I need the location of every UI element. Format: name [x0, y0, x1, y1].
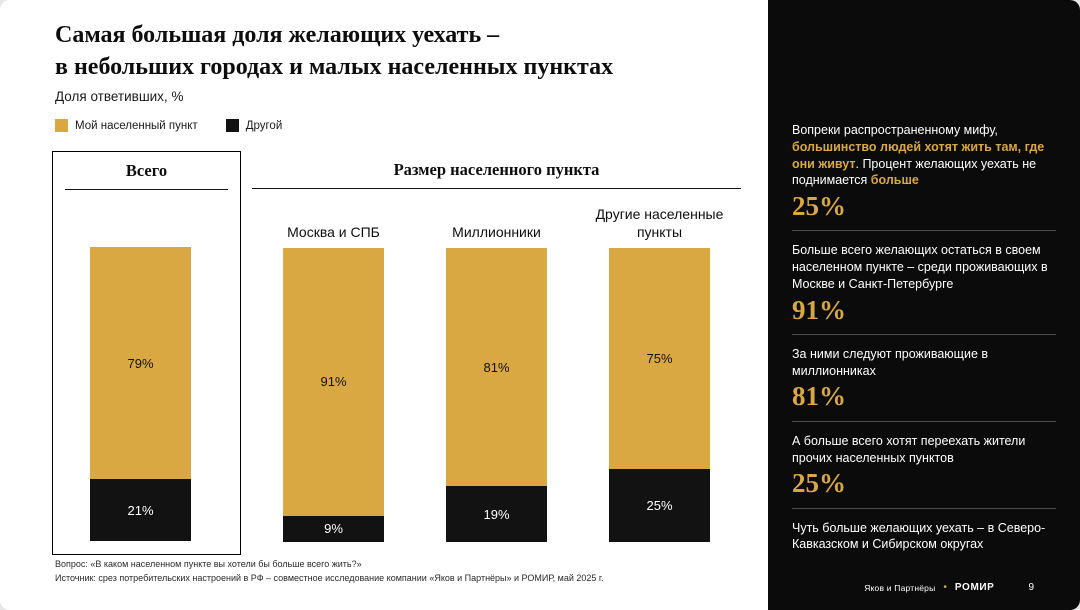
bar-millionniki-segment-other: 19% — [446, 486, 547, 542]
legend-swatch-gold-icon — [55, 119, 68, 132]
bar-other-settlements: 75% 25% — [609, 248, 710, 542]
brand-romir: РОМИР — [954, 582, 995, 593]
insight-text-5: Чуть больше желающих уехать – в Северо-К… — [792, 520, 1046, 552]
bar-group-millionniki: Миллионники 81% 19% — [415, 189, 578, 542]
title-line-1: Самая большая доля желающих уехать – — [55, 22, 500, 48]
insight-value-4: 25% — [792, 468, 846, 499]
chart-legend: Мой населенный пункт Другой — [55, 119, 282, 132]
insight-text-1: Вопреки распространенному мифу, большинс… — [792, 122, 1056, 189]
insight-1-highlight-2: больше — [870, 173, 919, 188]
insight-text-4: А больше всего хотят переехать жители пр… — [792, 433, 1026, 465]
bar-total-segment-other: 21% — [90, 479, 191, 541]
insight-blocks: Вопреки распространенному мифу, большинс… — [792, 122, 1056, 563]
brand-yakov-partners: Яков и Партнёры — [864, 582, 936, 593]
bar-moscow-segment-own: 91% — [283, 248, 384, 516]
insight-1-plain-1: Вопреки распространенному мифу, — [792, 123, 998, 137]
bar-total: 79% 21% — [90, 247, 191, 541]
legend-label-own: Мой населенный пункт — [75, 119, 198, 132]
size-section: Размер населенного пункта Москва и СПБ 9… — [252, 151, 741, 542]
bars-row: Москва и СПБ 91% 9% Миллионники — [252, 189, 741, 542]
bar-millionniki-value-own: 81% — [483, 359, 510, 375]
size-section-rule — [252, 188, 741, 189]
total-section: Всего 79% 21% — [52, 151, 241, 555]
insight-block-1: Вопреки распространенному мифу, большинс… — [792, 122, 1056, 230]
insight-value-3: 81% — [792, 381, 846, 412]
insight-block-3: За ними следуют проживающие в миллионник… — [792, 333, 1056, 421]
brand-separator-icon: • — [943, 582, 947, 593]
bar-other-segment-other: 25% — [609, 468, 710, 542]
bar-group-moscow-spb: Москва и СПБ 91% 9% — [252, 189, 415, 542]
bar-group-other-settlements: Другие населенные пункты 75% 25% — [578, 189, 741, 542]
insight-text-3: За ними следуют проживающие в миллионник… — [792, 346, 989, 378]
insight-value-2: 91% — [792, 294, 846, 325]
bar-other-value-other: 25% — [646, 497, 673, 513]
insight-block-4: А больше всего хотят переехать жители пр… — [792, 420, 1056, 508]
bar-millionniki: 81% 19% — [446, 248, 547, 542]
bar-total-value-other: 21% — [127, 502, 154, 518]
title-line-2: в небольших городах и малых населенных п… — [55, 53, 614, 80]
footnote-question: Вопрос: «В каком населенном пункте вы хо… — [55, 559, 362, 569]
bar-moscow-value-own: 91% — [320, 374, 347, 390]
chart-panel: Самая большая доля желающих уехать – в н… — [52, 20, 741, 586]
bar-moscow-segment-other: 9% — [283, 515, 384, 542]
bar-millionniki-value-other: 19% — [483, 506, 510, 522]
total-section-title: Всего — [125, 161, 168, 180]
legend-item-other: Другой — [225, 119, 283, 132]
size-section-title: Размер населенного пункта — [393, 160, 600, 179]
footnote-source: Источник: срез потребительских настроени… — [55, 572, 604, 583]
category-label-moscow-spb: Москва и СПБ — [287, 223, 380, 240]
legend-swatch-black-icon — [225, 119, 239, 132]
legend-label-other: Другой — [245, 119, 283, 132]
footnotes: Вопрос: «В каком населенном пункте вы хо… — [55, 558, 604, 586]
bar-other-value-own: 75% — [646, 350, 673, 366]
bar-total-value-own: 79% — [127, 355, 154, 371]
category-label-other-settlements: Другие населенные пункты — [595, 205, 724, 240]
bar-moscow-value-other: 9% — [324, 521, 343, 537]
bar-millionniki-segment-own: 81% — [446, 248, 547, 487]
page-number: 9 — [1028, 582, 1034, 593]
slide-title: Самая большая доля желающих уехать – в н… — [55, 20, 613, 84]
category-label-millionniki: Миллионники — [452, 223, 541, 240]
bar-total-segment-own: 79% — [90, 247, 191, 480]
sidebar-footer: Яков и Партнёры • РОМИР 9 — [792, 582, 1034, 593]
slide-subtitle: Доля ответивших, % — [55, 89, 184, 104]
bar-other-segment-own: 75% — [609, 248, 710, 469]
insights-sidebar: Вопреки распространенному мифу, большинс… — [768, 0, 1080, 610]
insight-block-5: Чуть больше желающих уехать – в Северо-К… — [792, 507, 1056, 564]
bar-moscow-spb: 91% 9% — [283, 248, 384, 542]
insight-block-2: Больше всего желающих остаться в своем н… — [792, 230, 1056, 334]
insight-text-2: Больше всего желающих остаться в своем н… — [792, 243, 1048, 291]
legend-item-own: Мой населенный пункт — [55, 119, 198, 132]
insight-1-plain-2: . Процент желающих уехать не поднимается — [792, 156, 1037, 188]
total-section-rule — [65, 189, 228, 190]
insight-value-1: 25% — [792, 191, 846, 221]
insight-1-highlight-1: большинство людей хотят жить там, где он… — [792, 139, 1045, 171]
